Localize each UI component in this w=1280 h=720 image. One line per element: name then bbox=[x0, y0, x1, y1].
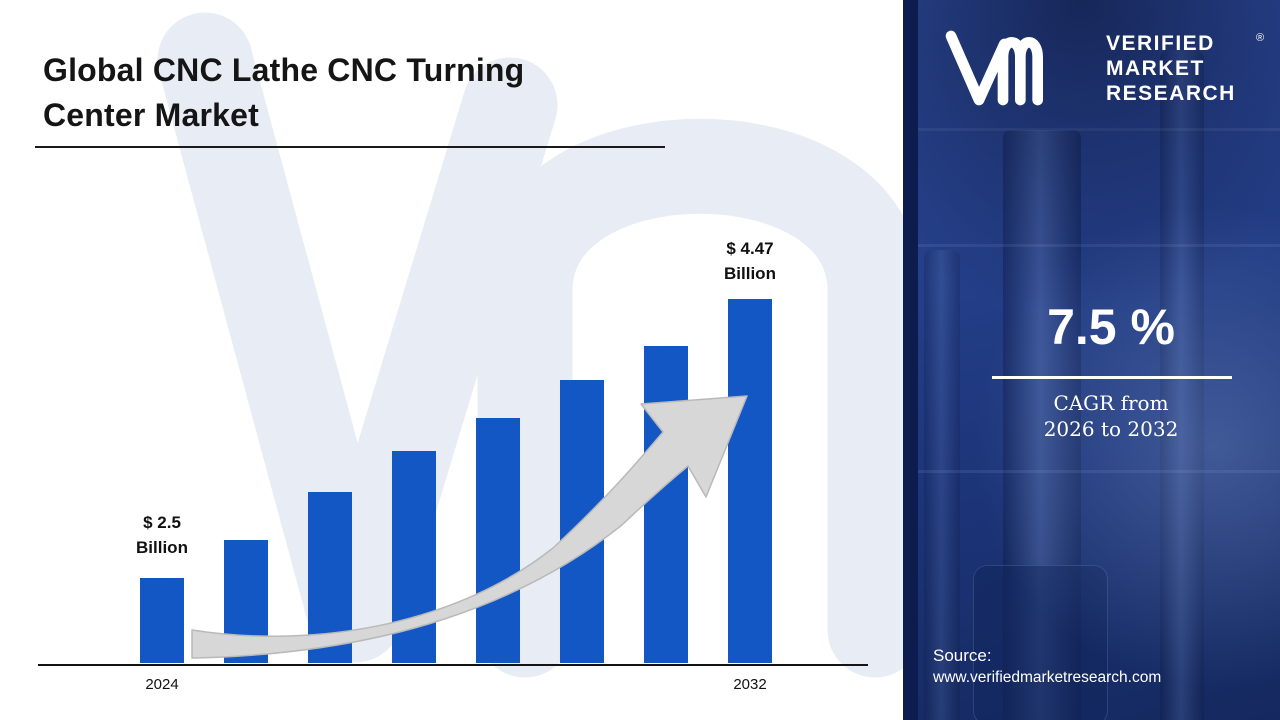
page-title-line1: Global CNC Lathe CNC Turning bbox=[43, 52, 525, 88]
logo-word-verified: VERIFIED bbox=[1106, 31, 1215, 55]
cagr-caption-line1: CAGR from bbox=[1053, 391, 1169, 415]
source-url: www.verifiedmarketresearch.com bbox=[933, 669, 1162, 686]
logo-word-market: MARKET bbox=[1106, 56, 1205, 80]
cagr-underline bbox=[992, 376, 1232, 379]
page-title: Global CNC Lathe CNC Turning Center Mark… bbox=[43, 48, 524, 138]
cagr-caption: CAGR from 2026 to 2032 bbox=[951, 390, 1271, 442]
bar-2032 bbox=[728, 299, 772, 663]
bar-year-2 bbox=[308, 492, 352, 663]
logo-word-research: RESEARCH bbox=[1106, 81, 1236, 105]
bar-year-3 bbox=[392, 451, 436, 663]
x-axis-line bbox=[38, 664, 868, 666]
vmr-logo-icon bbox=[945, 30, 1043, 106]
industrial-background bbox=[918, 0, 1280, 720]
source-label: Source: bbox=[933, 646, 992, 665]
panel-divider bbox=[903, 0, 918, 720]
vmr-logo-text: VERIFIED MARKET RESEARCH bbox=[1106, 31, 1236, 106]
cagr-value: 7.5 % bbox=[1047, 299, 1175, 355]
cagr-caption-line2: 2026 to 2032 bbox=[1043, 417, 1179, 441]
value-label-2024-unit: Billion bbox=[136, 538, 188, 557]
value-label-2032: $ 4.47 Billion bbox=[680, 236, 820, 286]
page-title-line2: Center Market bbox=[43, 97, 260, 133]
title-underline bbox=[35, 146, 665, 148]
bar-year-5 bbox=[560, 380, 604, 663]
chart-section: Global CNC Lathe CNC Turning Center Mark… bbox=[35, 12, 915, 693]
value-label-2032-amount: $ 4.47 bbox=[726, 239, 774, 258]
value-label-2024-amount: $ 2.5 bbox=[143, 513, 181, 532]
bar-group bbox=[140, 283, 772, 663]
bar-year-4 bbox=[476, 418, 520, 663]
vmr-logo: VERIFIED MARKET RESEARCH bbox=[930, 28, 1236, 108]
registered-mark: ® bbox=[1256, 32, 1265, 44]
value-label-2032-unit: Billion bbox=[724, 264, 776, 283]
source-block: Source: www.verifiedmarketresearch.com bbox=[933, 644, 1161, 688]
bar-year-6 bbox=[644, 346, 688, 663]
value-label-2024: $ 2.5 Billion bbox=[92, 510, 232, 560]
info-panel: VERIFIED MARKET RESEARCH ® 7.5 % CAGR fr… bbox=[918, 0, 1280, 720]
bar-2024 bbox=[140, 578, 184, 663]
x-tick-2032: 2032 bbox=[733, 676, 767, 693]
x-tick-2024: 2024 bbox=[145, 676, 179, 693]
photo-tint-overlay bbox=[918, 0, 1280, 720]
